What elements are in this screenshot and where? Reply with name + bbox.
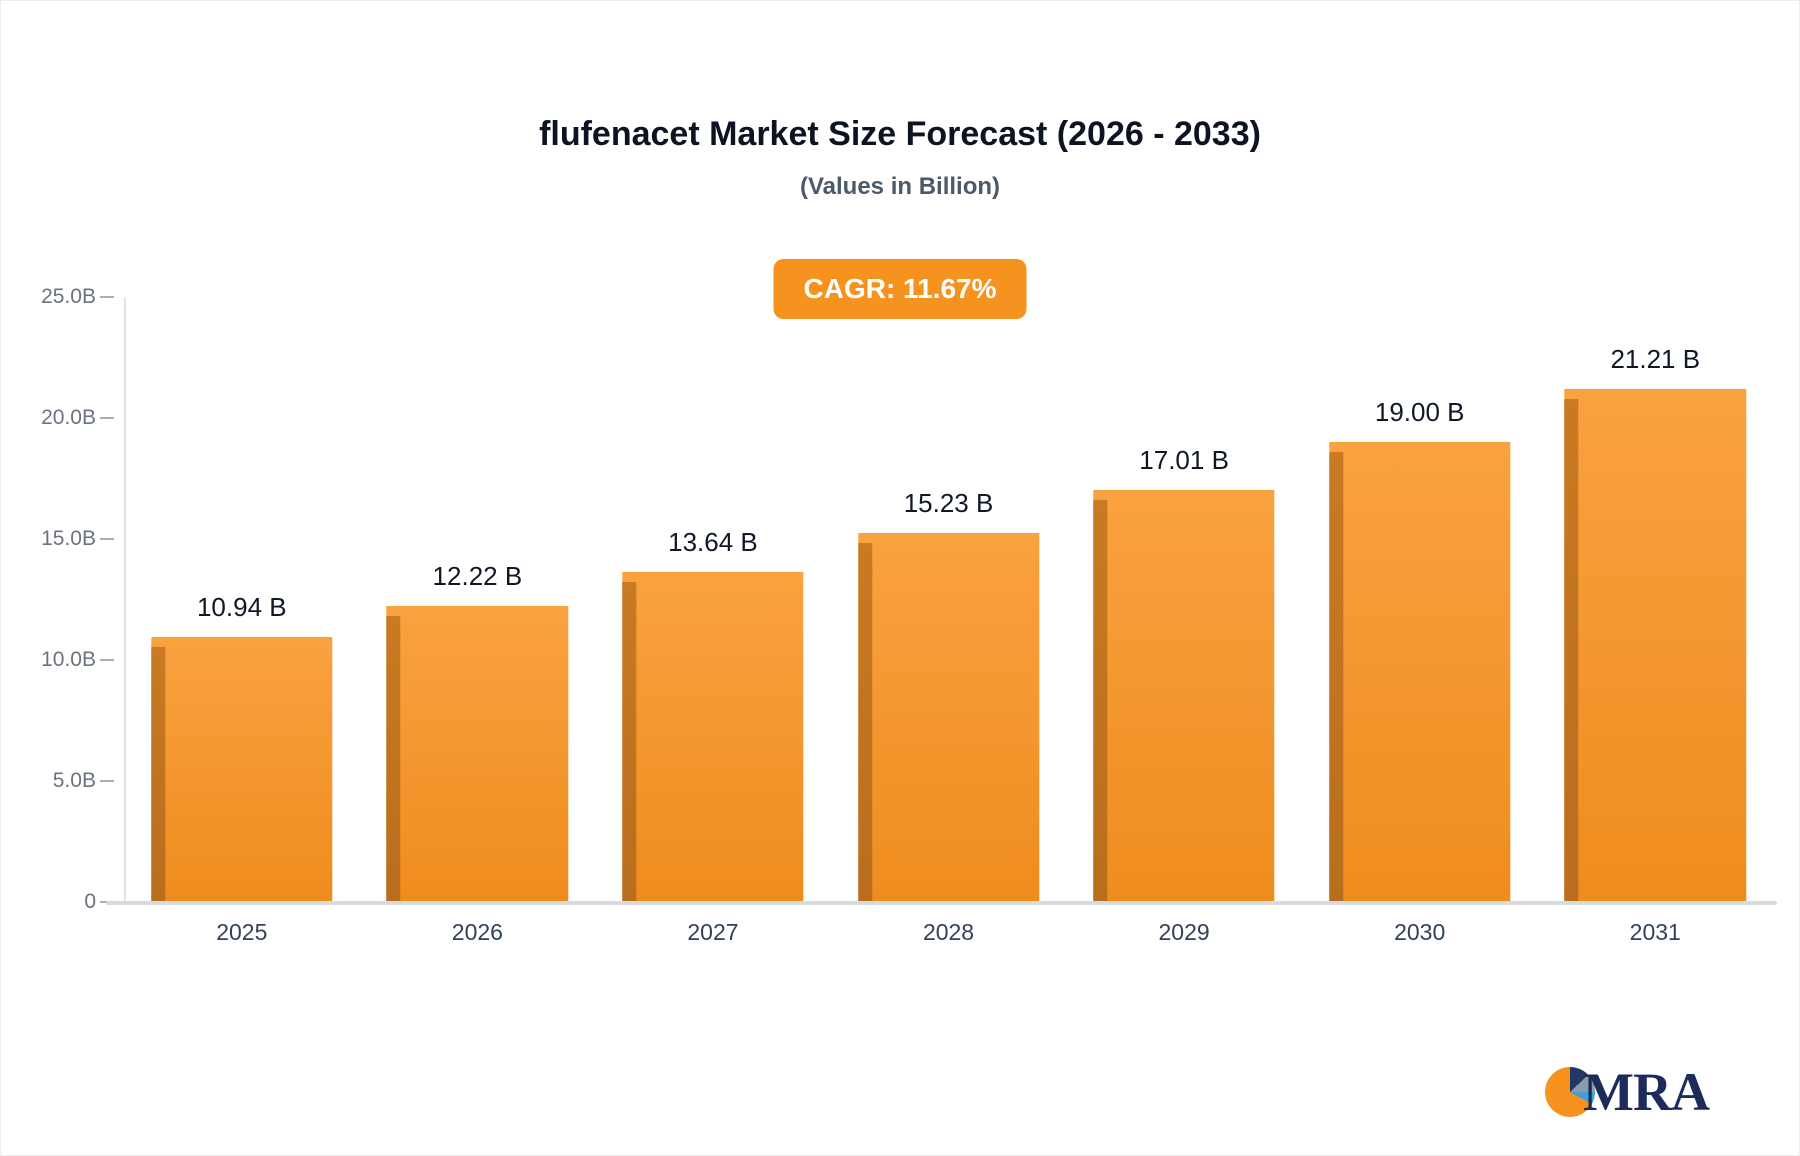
mra-logo: MRA (1545, 1062, 1710, 1122)
y-tick-label: 0 (84, 890, 96, 913)
chart-subtitle: (Values in Billion) (799, 173, 1001, 200)
y-tick-label: 5.0B (52, 769, 96, 792)
cagr-badge: CAGR: 11.67% (773, 259, 1027, 319)
bar-value-label: 13.64 B (668, 526, 758, 557)
bar-value-label: 15.23 B (903, 488, 994, 519)
bar-left-edge (1564, 398, 1579, 902)
x-axis-category-label: 2025 (216, 919, 268, 945)
x-axis-category-label: 2030 (1394, 919, 1446, 945)
y-tick-label: 25.0B (41, 285, 96, 308)
bar[interactable] (386, 606, 569, 902)
x-axis-category-label: 2031 (1629, 919, 1681, 945)
bar-value-label: 12.22 B (432, 561, 523, 592)
bar[interactable] (151, 637, 333, 902)
mra-logo-pie-icon (1545, 1067, 1596, 1117)
bar-slot: 13.64 B (595, 297, 831, 902)
chart-title: flufenacet Market Size Forecast (2026 - … (539, 115, 1261, 153)
y-tick-mark (100, 417, 114, 419)
bar-value-label: 21.21 B (1610, 343, 1701, 374)
mra-logo-text: MRA (1583, 1062, 1710, 1122)
plot-area: 25.0B 20.0B 15.0B 10.0B 5.0B 0 10.94 B 12.22 B… (41, 285, 1777, 913)
y-tick-label: 15.0B (41, 527, 96, 550)
bar-value-label: 10.94 B (196, 592, 287, 623)
y-tick-mark (100, 659, 114, 661)
bar-slot: 15.23 B (831, 297, 1067, 902)
bar-slot: 12.22 B (360, 297, 596, 902)
x-axis-labels: 2025 2026 2027 2028 2029 2030 2031 (124, 919, 1773, 946)
bar[interactable] (1328, 442, 1511, 902)
bars-container: 10.94 B 12.22 B 13.64 B 15.23 B 17.01 B 19.00… (124, 297, 1773, 902)
bar-left-edge (386, 616, 401, 902)
bar[interactable] (857, 533, 1040, 902)
bar-value-label: 17.01 B (1139, 445, 1229, 476)
y-tick-mark (100, 296, 114, 298)
bar-slot: 10.94 B (124, 297, 360, 902)
bar[interactable] (1093, 490, 1275, 902)
bar[interactable] (1564, 388, 1746, 902)
bar-left-edge (1093, 500, 1108, 902)
bar-slot: 17.01 B (1066, 297, 1302, 902)
bar-value-label: 19.00 B (1374, 397, 1465, 428)
y-tick-label: 10.0B (41, 648, 96, 671)
x-axis-category-label: 2026 (451, 919, 503, 945)
y-tick-label: 20.0B (41, 406, 96, 429)
bar-left-edge (151, 647, 166, 902)
x-axis-category-label: 2028 (922, 919, 975, 945)
x-axis-category-label: 2029 (1158, 919, 1210, 945)
bar-left-edge (622, 581, 637, 902)
bar-left-edge (857, 543, 872, 902)
bar[interactable] (622, 571, 804, 902)
bar-slot: 19.00 B (1302, 297, 1538, 902)
x-axis-line (106, 901, 1777, 905)
bar-slot: 21.21 B (1537, 297, 1773, 902)
x-axis-category-label: 2027 (687, 919, 739, 945)
y-axis-line (124, 297, 126, 902)
y-tick-mark (100, 780, 114, 782)
y-tick-mark (100, 538, 114, 540)
bar-left-edge (1328, 452, 1343, 902)
